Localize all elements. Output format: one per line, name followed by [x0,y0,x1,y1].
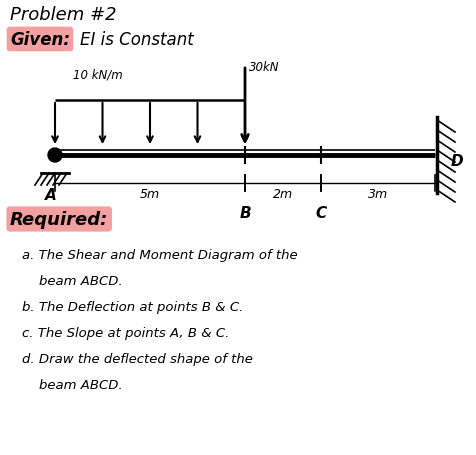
Text: EI is Constant: EI is Constant [80,31,194,49]
Text: Required:: Required: [10,211,109,228]
Text: Given:: Given: [10,31,70,49]
Text: 30kN: 30kN [249,61,279,74]
Text: c. The Slope at points A, B & C.: c. The Slope at points A, B & C. [22,326,229,339]
Circle shape [48,149,62,162]
Text: B: B [239,206,251,221]
Text: 2m: 2m [273,187,293,201]
Text: beam ABCD.: beam ABCD. [22,274,123,288]
Text: Problem #2: Problem #2 [10,6,117,24]
Text: D: D [451,154,463,169]
Text: d. Draw the deflected shape of the: d. Draw the deflected shape of the [22,352,253,365]
Text: A: A [45,187,57,202]
Text: C: C [316,206,327,221]
Text: 3m: 3m [368,187,388,201]
Text: b. The Deflection at points B & C.: b. The Deflection at points B & C. [22,300,243,313]
Text: a. The Shear and Moment Diagram of the: a. The Shear and Moment Diagram of the [22,248,298,262]
Text: 5m: 5m [140,187,160,201]
Text: beam ABCD.: beam ABCD. [22,378,123,391]
Text: 10 kN/m: 10 kN/m [73,68,123,81]
